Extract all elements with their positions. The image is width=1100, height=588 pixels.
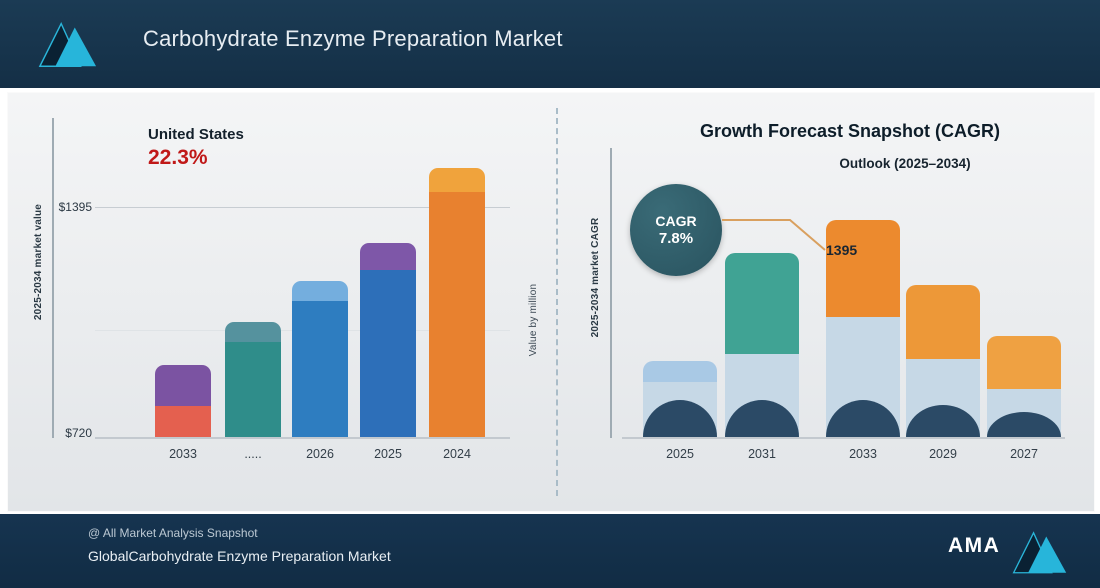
x-axis-tick-label: 2027	[1010, 447, 1038, 461]
us-bar	[429, 168, 485, 437]
cagr-bar	[643, 361, 717, 437]
us-bar-body-segment	[155, 406, 211, 437]
us-bar-cap-segment	[360, 243, 416, 270]
x-axis-tick-label: 2033	[169, 447, 197, 461]
badge-connector-line	[722, 219, 826, 251]
us-y-axis-line	[52, 118, 54, 438]
cagr-bar-mid-segment	[826, 317, 900, 400]
dome-shape	[987, 412, 1061, 437]
cagr-bar-mid-segment	[643, 382, 717, 400]
us-bar-cap-segment	[155, 365, 211, 406]
cagr-bar-mid-segment	[725, 354, 799, 400]
value-annotation: 1395	[826, 242, 858, 258]
us-region-label: United States	[148, 126, 244, 143]
cagr-bar-top-segment	[906, 285, 980, 359]
x-axis-tick-label: 2026	[306, 447, 334, 461]
cagr-y-axis-line	[610, 148, 612, 438]
x-axis-tick-label: 2033	[849, 447, 877, 461]
ama-logo-icon	[38, 21, 97, 67]
cagr-bar-top-segment	[826, 220, 900, 317]
x-axis-tick-label: 2031	[748, 447, 776, 461]
cagr-x-axis-line	[622, 437, 1065, 439]
cagr-bar-base-segment	[987, 412, 1061, 437]
cagr-bar-top-segment	[987, 336, 1061, 389]
cagr-chart-plot: 2025 2031 2033 2029 2027	[640, 160, 1065, 461]
us-y-axis-label: 2025-2034 market value	[33, 203, 44, 321]
cagr-subtitle: Outlook (2025–2034)	[839, 156, 971, 171]
cagr-bar-mid-segment	[906, 359, 980, 405]
cagr-bar-base-segment	[725, 400, 799, 437]
us-bar-cap-segment	[429, 168, 485, 192]
page-title: Carbohydrate Enzyme Preparation Market	[143, 26, 563, 51]
cagr-badge: CAGR 7.8%	[630, 184, 722, 276]
us-bar	[292, 281, 348, 437]
x-axis-tick-label: 2025	[666, 447, 694, 461]
us-bar-body-segment	[360, 270, 416, 437]
us-x-axis-line	[95, 437, 510, 439]
dome-shape	[725, 400, 799, 437]
us-bar-cap-segment	[292, 281, 348, 301]
us-bar-cap-segment	[225, 322, 281, 342]
dome-shape	[643, 400, 717, 437]
cagr-bar	[906, 285, 980, 437]
cagr-bar	[725, 253, 799, 437]
footer: @ All Market Analysis Snapshot GlobalCar…	[0, 514, 1100, 588]
us-bar-body-segment	[292, 301, 348, 437]
x-axis-tick-label: 2024	[443, 447, 471, 461]
cagr-bar	[987, 336, 1061, 437]
dome-shape	[826, 400, 900, 437]
us-tick-top: $1395	[58, 200, 92, 214]
dome-shape	[906, 405, 980, 437]
ama-footer-logo-icon	[1012, 531, 1067, 574]
us-growth-value: 22.3%	[148, 146, 208, 169]
header: Carbohydrate Enzyme Preparation Market	[0, 0, 1100, 88]
us-bar	[360, 243, 416, 437]
cagr-title: Growth Forecast Snapshot (CAGR)	[699, 121, 1000, 141]
x-axis-tick-label: 2029	[929, 447, 957, 461]
cagr-bar	[826, 220, 900, 437]
cagr-bar-top-segment	[643, 361, 717, 382]
cagr-bar-base-segment	[643, 400, 717, 437]
footer-brand-text: AMA	[948, 534, 1001, 557]
us-chart-plot: 2033..... 2026 2025 2024	[95, 120, 510, 461]
us-right-axis-label: Value by million	[528, 283, 539, 357]
gridline-top	[95, 207, 510, 208]
cagr-badge-value: 7.8%	[658, 230, 694, 247]
footer-title: GlobalCarbohydrate Enzyme Preparation Ma…	[88, 548, 391, 564]
cagr-y-axis-label: 2025-2034 market CAGR	[590, 217, 601, 338]
us-bar	[155, 365, 211, 437]
cagr-bar-base-segment	[826, 400, 900, 437]
cagr-bar-top-segment	[725, 253, 799, 354]
us-tick-bottom: $720	[65, 426, 92, 440]
cagr-badge-label: CAGR	[655, 213, 697, 229]
us-bar	[225, 322, 281, 437]
cagr-bar-base-segment	[906, 405, 980, 437]
us-bar-body-segment	[225, 342, 281, 437]
us-bar-body-segment	[429, 192, 485, 437]
x-axis-tick-label: .....	[244, 447, 262, 461]
footer-note: @ All Market Analysis Snapshot	[88, 526, 258, 540]
x-axis-tick-label: 2025	[374, 447, 402, 461]
cagr-bar-mid-segment	[987, 389, 1061, 412]
panel-divider	[556, 108, 558, 496]
